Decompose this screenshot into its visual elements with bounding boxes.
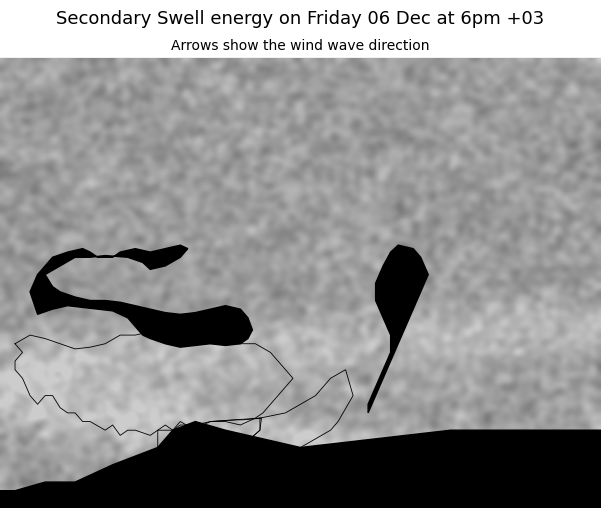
Polygon shape bbox=[368, 245, 428, 413]
Text: Arrows show the wind wave direction: Arrows show the wind wave direction bbox=[171, 39, 430, 52]
Text: Secondary Swell energy on Friday 06 Dec at 6pm +03: Secondary Swell energy on Friday 06 Dec … bbox=[56, 10, 545, 28]
Polygon shape bbox=[30, 245, 252, 347]
Polygon shape bbox=[0, 422, 601, 508]
Polygon shape bbox=[346, 491, 601, 508]
